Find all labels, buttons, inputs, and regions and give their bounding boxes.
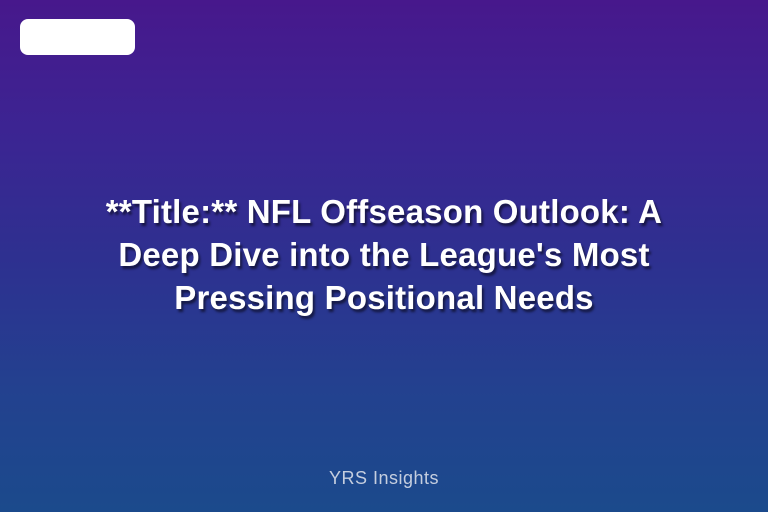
- title-line-3: Pressing Positional Needs: [174, 279, 594, 316]
- title-line-2: Deep Dive into the League's Most: [118, 236, 650, 273]
- brand-footer: YRS Insights: [328, 468, 440, 488]
- page-title: **Title:** NFL Offseason Outlook: A Deep…: [44, 190, 724, 319]
- logo-badge: [20, 19, 135, 55]
- title-line-1: **Title:** NFL Offseason Outlook: A: [105, 193, 663, 230]
